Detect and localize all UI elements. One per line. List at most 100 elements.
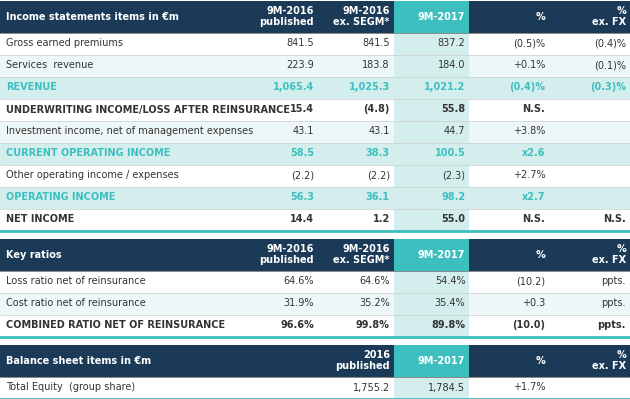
Bar (394, 314, 469, 336)
Text: 9M-2016
published: 9M-2016 published (260, 6, 314, 27)
Bar (0, 120, 630, 142)
Text: Income statements items in €m: Income statements items in €m (6, 12, 179, 22)
Text: +0.3: +0.3 (522, 298, 546, 308)
Text: 55.8: 55.8 (441, 105, 466, 115)
Text: +3.8%: +3.8% (513, 126, 546, 136)
Bar (0, 231, 630, 239)
Text: (0.3)%: (0.3)% (590, 83, 626, 93)
Bar (0, 209, 630, 231)
Text: 183.8: 183.8 (362, 61, 390, 71)
Text: %
ex. FX: % ex. FX (592, 6, 626, 27)
Text: +2.7%: +2.7% (513, 170, 546, 180)
Text: REVENUE: REVENUE (6, 83, 57, 93)
Text: +1.7%: +1.7% (513, 383, 546, 393)
Text: (2.3): (2.3) (442, 170, 466, 180)
Text: 14.4: 14.4 (290, 215, 314, 225)
Bar (394, 271, 469, 292)
Text: 56.3: 56.3 (290, 192, 314, 203)
Bar (394, 55, 469, 77)
Bar (394, 120, 469, 142)
Text: 9M-2016
published: 9M-2016 published (260, 244, 314, 265)
Text: 36.1: 36.1 (366, 192, 390, 203)
Text: 9M-2017: 9M-2017 (418, 356, 466, 365)
Text: %
ex. FX: % ex. FX (592, 350, 626, 371)
Text: 96.6%: 96.6% (280, 320, 314, 330)
Text: (10.2): (10.2) (516, 277, 546, 286)
Text: 54.4%: 54.4% (435, 277, 466, 286)
Text: 1,021.2: 1,021.2 (424, 83, 466, 93)
Text: Gross earned premiums: Gross earned premiums (6, 38, 123, 49)
Text: 184.0: 184.0 (438, 61, 466, 71)
Bar (0, 336, 630, 344)
Text: 9M-2017: 9M-2017 (418, 249, 466, 259)
Text: 1.2: 1.2 (372, 215, 390, 225)
Text: 89.8%: 89.8% (432, 320, 466, 330)
Bar (0, 239, 630, 271)
Text: OPERATING INCOME: OPERATING INCOME (6, 192, 115, 203)
Text: ppts.: ppts. (602, 277, 626, 286)
Text: 1,755.2: 1,755.2 (353, 383, 390, 393)
Bar (0, 55, 630, 77)
Text: 31.9%: 31.9% (284, 298, 314, 308)
Bar (394, 32, 469, 55)
Text: (2.2): (2.2) (367, 170, 390, 180)
Text: 58.5: 58.5 (290, 148, 314, 158)
Text: (0.4)%: (0.4)% (510, 83, 546, 93)
Text: 9M-2016
ex. SEGM*: 9M-2016 ex. SEGM* (333, 244, 390, 265)
Text: CURRENT OPERATING INCOME: CURRENT OPERATING INCOME (6, 148, 170, 158)
Bar (394, 0, 469, 32)
Text: 35.2%: 35.2% (359, 298, 390, 308)
Text: (4.8): (4.8) (364, 105, 390, 115)
Text: (0.5)%: (0.5)% (513, 38, 546, 49)
Bar (394, 164, 469, 186)
Text: ppts.: ppts. (598, 320, 626, 330)
Bar (394, 377, 469, 399)
Text: 43.1: 43.1 (369, 126, 390, 136)
Text: 99.8%: 99.8% (356, 320, 390, 330)
Text: Loss ratio net of reinsurance: Loss ratio net of reinsurance (6, 277, 146, 286)
Text: 35.4%: 35.4% (435, 298, 466, 308)
Text: 100.5: 100.5 (435, 148, 466, 158)
Bar (0, 186, 630, 209)
Text: NET INCOME: NET INCOME (6, 215, 74, 225)
Bar (0, 314, 630, 336)
Text: x2.7: x2.7 (522, 192, 546, 203)
Text: Cost ratio net of reinsurance: Cost ratio net of reinsurance (6, 298, 146, 308)
Text: %: % (536, 249, 546, 259)
Text: (0.1)%: (0.1)% (594, 61, 626, 71)
Text: ppts.: ppts. (602, 298, 626, 308)
Text: x2.6: x2.6 (522, 148, 546, 158)
Text: 98.2: 98.2 (441, 192, 466, 203)
Text: 9M-2017: 9M-2017 (418, 12, 466, 22)
Text: 64.6%: 64.6% (359, 277, 390, 286)
Bar (0, 99, 630, 120)
Bar (0, 377, 630, 399)
Text: 9M-2016
ex. SEGM*: 9M-2016 ex. SEGM* (333, 6, 390, 27)
Text: 1,025.3: 1,025.3 (348, 83, 390, 93)
Text: %: % (536, 356, 546, 365)
Bar (0, 344, 630, 377)
Text: N.S.: N.S. (604, 215, 626, 225)
Text: 15.4: 15.4 (290, 105, 314, 115)
Text: %: % (536, 12, 546, 22)
Bar (394, 344, 469, 377)
Bar (0, 271, 630, 292)
Text: Total Equity  (group share): Total Equity (group share) (6, 383, 135, 393)
Bar (0, 32, 630, 55)
Text: 1,784.5: 1,784.5 (428, 383, 466, 393)
Text: 841.5: 841.5 (287, 38, 314, 49)
Bar (394, 99, 469, 120)
Text: N.S.: N.S. (523, 215, 546, 225)
Text: 38.3: 38.3 (365, 148, 390, 158)
Bar (394, 209, 469, 231)
Text: 841.5: 841.5 (362, 38, 390, 49)
Text: 1,065.4: 1,065.4 (273, 83, 314, 93)
Text: 55.0: 55.0 (442, 215, 466, 225)
Text: (2.2): (2.2) (291, 170, 314, 180)
Bar (0, 77, 630, 99)
Text: 2016
published: 2016 published (335, 350, 390, 371)
Text: Key ratios: Key ratios (6, 249, 62, 259)
Text: Investment income, net of management expenses: Investment income, net of management exp… (6, 126, 253, 136)
Text: 43.1: 43.1 (293, 126, 314, 136)
Text: 223.9: 223.9 (287, 61, 314, 71)
